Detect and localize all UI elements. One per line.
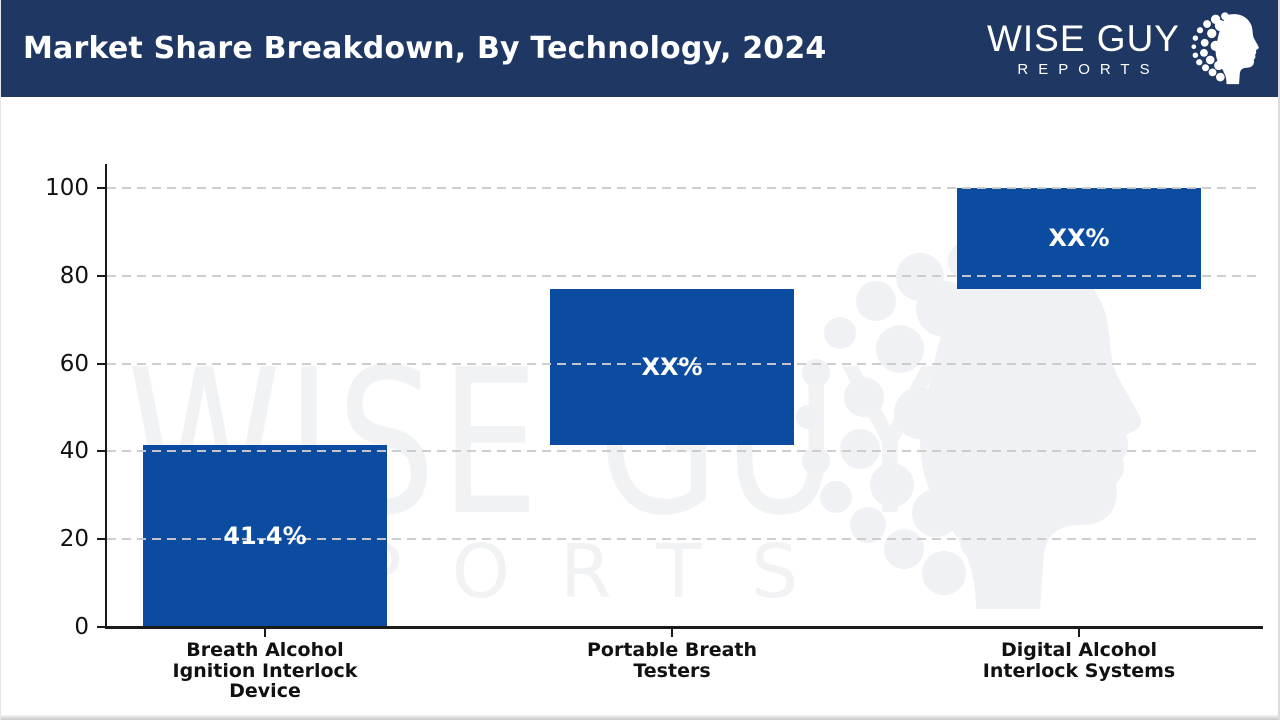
x-tick-mark-3 bbox=[1078, 629, 1080, 637]
y-tick-mark-40 bbox=[97, 450, 106, 453]
bar-value-label-1: 41.4% bbox=[223, 522, 307, 551]
bar-segment-2 bbox=[550, 288, 794, 446]
logo-reports-text: REPORTS bbox=[1017, 61, 1160, 78]
x-tick-mark-1 bbox=[264, 629, 266, 637]
x-category-label-line: Testers bbox=[633, 659, 711, 682]
watermark-head-profile-icon bbox=[796, 241, 1142, 609]
x-category-label-1: Breath Alcohol Ignition Interlock Device bbox=[105, 640, 425, 702]
bottom-border bbox=[1, 715, 1278, 720]
logo-wordmark: WISE GUY REPORTS bbox=[987, 20, 1180, 77]
header-bar: Market Share Breakdown, By Technology, 2… bbox=[1, 0, 1278, 97]
x-category-label-line: Ignition Interlock bbox=[172, 659, 358, 682]
bar-segment-1 bbox=[143, 445, 387, 627]
x-category-label-2: Portable Breath Testers bbox=[512, 640, 832, 681]
dotted-head-profile-icon bbox=[1191, 11, 1259, 84]
gridline-y40 bbox=[107, 450, 1257, 453]
logo-wise-guy-text: WISE GUY bbox=[986, 18, 1180, 59]
y-tick-mark-20 bbox=[97, 538, 106, 541]
y-tick-label-80: 80 bbox=[59, 262, 89, 289]
bar-value-label-2: XX% bbox=[641, 353, 703, 382]
y-tick-label-20: 20 bbox=[59, 526, 89, 553]
x-category-label-line: Device bbox=[229, 680, 301, 702]
gridline-y80 bbox=[107, 274, 1257, 277]
x-axis-line bbox=[105, 626, 1263, 629]
x-category-label-3: Digital Alcohol Interlock Systems bbox=[919, 640, 1239, 681]
page-title: Market Share Breakdown, By Technology, 2… bbox=[23, 31, 827, 66]
gridline-y20 bbox=[107, 538, 1257, 541]
y-axis-line bbox=[105, 164, 107, 629]
x-tick-mark-2 bbox=[671, 629, 673, 637]
y-tick-mark-60 bbox=[97, 362, 106, 365]
x-category-label-line: Breath Alcohol bbox=[186, 639, 344, 661]
wise-guy-reports-logo: WISE GUY REPORTS bbox=[987, 5, 1264, 93]
y-tick-label-60: 60 bbox=[59, 350, 89, 377]
x-category-label-line: Portable Breath bbox=[586, 639, 758, 661]
x-category-label-line: Digital Alcohol bbox=[1000, 639, 1158, 661]
y-tick-mark-0 bbox=[97, 626, 106, 628]
y-tick-label-40: 40 bbox=[59, 438, 89, 465]
x-category-label-line: Interlock Systems bbox=[982, 659, 1176, 682]
y-tick-label-0: 0 bbox=[74, 614, 89, 640]
bar-value-label-3: XX% bbox=[1048, 224, 1110, 253]
y-tick-mark-100 bbox=[97, 187, 106, 189]
y-tick-mark-80 bbox=[97, 274, 106, 277]
bar-segment-3 bbox=[957, 188, 1201, 289]
y-tick-label-100: 100 bbox=[45, 175, 89, 201]
gridline-y60 bbox=[107, 362, 1257, 365]
gridline-y100 bbox=[107, 187, 1257, 189]
